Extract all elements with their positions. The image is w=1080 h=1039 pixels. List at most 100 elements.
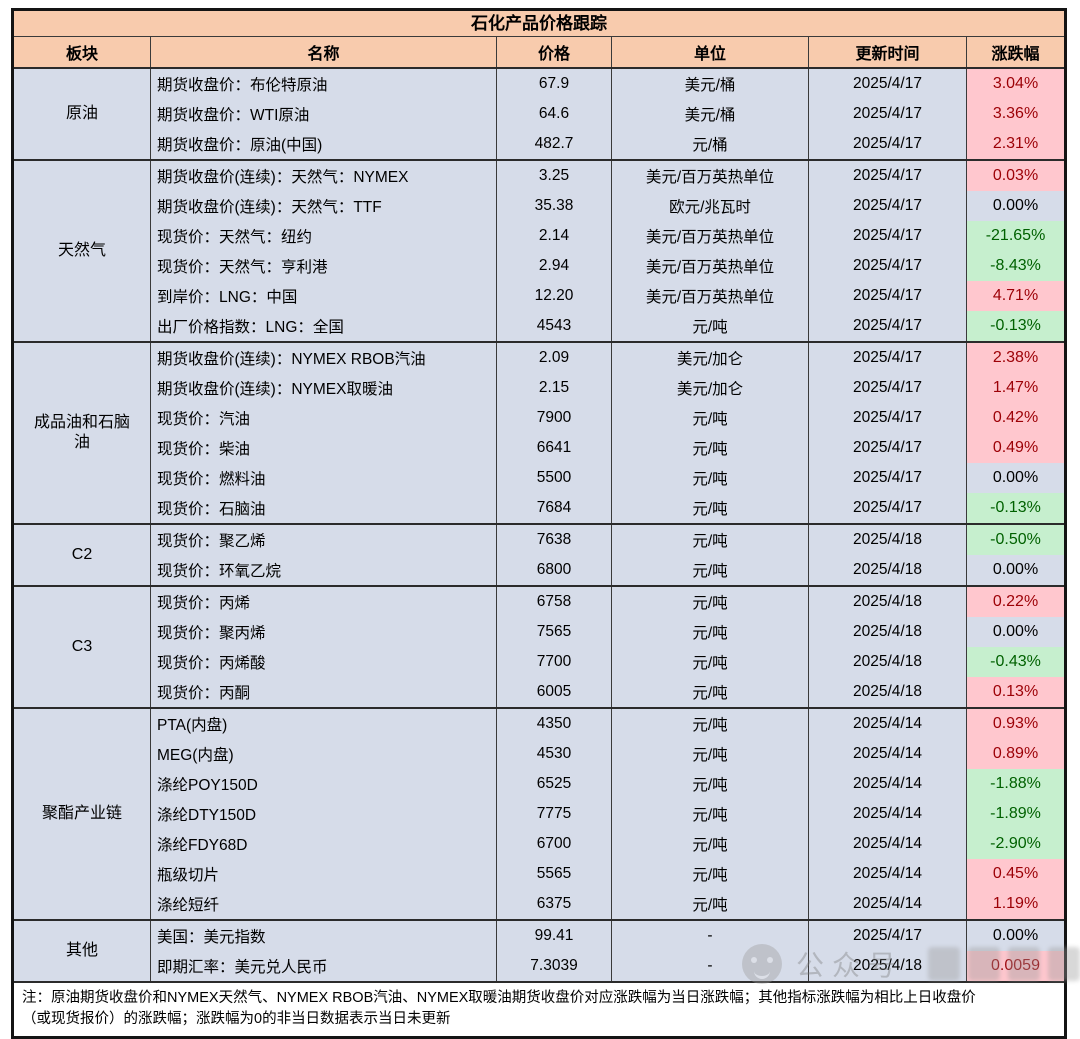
- name-cell: 期货收盘价：原油(中国): [157, 137, 323, 154]
- sector-cell: 聚酯产业链: [14, 709, 151, 919]
- footnote: 注：原油期货收盘价和NYMEX天然气、NYMEX RBOB汽油、NYMEX取暖油…: [14, 983, 1064, 1036]
- table-section: C3 现货价：丙烯 6758 元/吨 2025/4/18 0.22% 现货价：聚丙烯 7565…: [14, 587, 1064, 709]
- header-change: 涨跌幅: [966, 37, 1064, 67]
- change-cell: 1.19%: [966, 889, 1064, 919]
- table-row: 现货价：天然气：纽约 2.14 美元/百万英热单位 2025/4/17 -21.65%: [151, 221, 1064, 251]
- name-cell: 期货收盘价(连续)：天然气：TTF: [157, 199, 382, 216]
- unit-cell: 元/吨: [611, 647, 808, 677]
- date-cell: 2025/4/17: [808, 281, 966, 311]
- unit-cell: 元/吨: [611, 555, 808, 585]
- change-cell: 0.42%: [966, 403, 1064, 433]
- unit-cell: 元/吨: [611, 403, 808, 433]
- table-row: 到岸价：LNG：中国 12.20 美元/百万英热单位 2025/4/17 4.71%: [151, 281, 1064, 311]
- name-cell: 现货价：燃料油: [157, 471, 266, 488]
- change-cell: 3.04%: [966, 69, 1064, 99]
- price-cell: 7.3039: [496, 951, 611, 981]
- price-cell: 6525: [496, 769, 611, 799]
- change-cell: -8.43%: [966, 251, 1064, 281]
- name-cell: 瓶级切片: [157, 867, 220, 884]
- sector-cell: 成品油和石脑油: [14, 343, 151, 523]
- table-row: PTA(内盘) 4350 元/吨 2025/4/14 0.93%: [151, 709, 1064, 739]
- price-cell: 5565: [496, 859, 611, 889]
- unit-cell: 美元/百万英热单位: [611, 161, 808, 191]
- date-cell: 2025/4/14: [808, 769, 966, 799]
- header-unit: 单位: [611, 37, 808, 67]
- table-row: 出厂价格指数：LNG：全国 4543 元/吨 2025/4/17 -0.13%: [151, 311, 1064, 341]
- unit-cell: 元/吨: [611, 493, 808, 523]
- unit-cell: 美元/加仑: [611, 343, 808, 373]
- date-cell: 2025/4/17: [808, 99, 966, 129]
- price-cell: 7900: [496, 403, 611, 433]
- name-cell: 现货价：丙酮: [157, 685, 251, 702]
- date-cell: 2025/4/18: [808, 555, 966, 585]
- change-cell: -0.13%: [966, 493, 1064, 523]
- price-cell: 7638: [496, 525, 611, 555]
- date-cell: 2025/4/18: [808, 647, 966, 677]
- change-cell: 0.22%: [966, 587, 1064, 617]
- date-cell: 2025/4/18: [808, 525, 966, 555]
- table-row: 期货收盘价：WTI原油 64.6 美元/桶 2025/4/17 3.36%: [151, 99, 1064, 129]
- change-cell: -0.43%: [966, 647, 1064, 677]
- name-cell: 现货价：聚乙烯: [157, 533, 266, 550]
- change-cell: 0.00%: [966, 463, 1064, 493]
- name-cell: PTA(内盘): [157, 717, 228, 734]
- table-row: 现货价：柴油 6641 元/吨 2025/4/17 0.49%: [151, 433, 1064, 463]
- unit-cell: 元/吨: [611, 739, 808, 769]
- table-row: 即期汇率：美元兑人民币 7.3039-2025/4/18 0.0059: [151, 951, 1064, 981]
- table-section: C2 现货价：聚乙烯 7638 元/吨 2025/4/18 -0.50% 现货价：环氧乙烷 6…: [14, 525, 1064, 587]
- name-cell: MEG(内盘): [157, 747, 234, 764]
- table-row: 涤纶短纤 6375 元/吨 2025/4/14 1.19%: [151, 889, 1064, 919]
- unit-cell: 元/吨: [611, 433, 808, 463]
- table-header: 板块 名称 价格 单位 更新时间 涨跌幅: [14, 37, 1064, 69]
- table-row: 期货收盘价：布伦特原油 67.9 美元/桶 2025/4/17 3.04%: [151, 69, 1064, 99]
- table-section: 原油 期货收盘价：布伦特原油 67.9 美元/桶 2025/4/17 3.04% 期货收盘价…: [14, 69, 1064, 161]
- change-cell: -21.65%: [966, 221, 1064, 251]
- price-cell: 35.38: [496, 191, 611, 221]
- name-cell: 涤纶FDY68D: [157, 837, 248, 854]
- table-row: 现货价：聚乙烯 7638 元/吨 2025/4/18 -0.50%: [151, 525, 1064, 555]
- name-cell: 期货收盘价(连续)：NYMEX取暖油: [157, 381, 393, 398]
- sector-label: C3: [71, 638, 93, 655]
- sector-cell: C3: [14, 587, 151, 707]
- unit-cell: -: [611, 951, 808, 981]
- table-section: 其他 美国：美元指数 99.41-2025/4/17 0.00% 即期汇率：美元兑人民币…: [14, 921, 1064, 983]
- name-cell: 美国：美元指数: [157, 929, 266, 946]
- price-cell: 3.25: [496, 161, 611, 191]
- name-cell: 期货收盘价：布伦特原油: [157, 77, 328, 94]
- change-cell: 0.00%: [966, 617, 1064, 647]
- date-cell: 2025/4/17: [808, 373, 966, 403]
- sector-label: 天然气: [57, 242, 106, 259]
- date-cell: 2025/4/17: [808, 463, 966, 493]
- sector-cell: C2: [14, 525, 151, 585]
- change-cell: -1.88%: [966, 769, 1064, 799]
- price-cell: 99.41: [496, 921, 611, 951]
- date-cell: 2025/4/14: [808, 859, 966, 889]
- header-name: 名称: [307, 46, 340, 63]
- change-cell: 1.47%: [966, 373, 1064, 403]
- date-cell: 2025/4/14: [808, 889, 966, 919]
- table-section: 聚酯产业链 PTA(内盘) 4350 元/吨 2025/4/14 0.93% MEG(内盘)…: [14, 709, 1064, 921]
- date-cell: 2025/4/14: [808, 829, 966, 859]
- change-cell: 0.49%: [966, 433, 1064, 463]
- change-cell: 4.71%: [966, 281, 1064, 311]
- table-row: 期货收盘价(连续)：天然气：TTF 35.38 欧元/兆瓦时 2025/4/17 0.0…: [151, 191, 1064, 221]
- table-row: 现货价：石脑油 7684 元/吨 2025/4/17 -0.13%: [151, 493, 1064, 523]
- name-cell: 涤纶短纤: [157, 897, 220, 914]
- table-section: 成品油和石脑油 期货收盘价(连续)：NYMEX RBOB汽油 2.09 美元/加仑 20…: [14, 343, 1064, 525]
- price-cell: 6800: [496, 555, 611, 585]
- table-row: 现货价：聚丙烯 7565 元/吨 2025/4/18 0.00%: [151, 617, 1064, 647]
- date-cell: 2025/4/17: [808, 343, 966, 373]
- name-cell: 现货价：柴油: [157, 441, 251, 458]
- unit-cell: 元/吨: [611, 769, 808, 799]
- table-section: 天然气 期货收盘价(连续)：天然气：NYMEX 3.25 美元/百万英热单位 2025/…: [14, 161, 1064, 343]
- table-row: 美国：美元指数 99.41-2025/4/17 0.00%: [151, 921, 1064, 951]
- change-cell: 2.31%: [966, 129, 1064, 159]
- name-cell: 现货价：汽油: [157, 411, 251, 428]
- table-row: 现货价：汽油 7900 元/吨 2025/4/17 0.42%: [151, 403, 1064, 433]
- name-cell: 期货收盘价(连续)：天然气：NYMEX: [157, 169, 409, 186]
- date-cell: 2025/4/17: [808, 69, 966, 99]
- price-cell: 6375: [496, 889, 611, 919]
- date-cell: 2025/4/17: [808, 433, 966, 463]
- table-row: 瓶级切片 5565 元/吨 2025/4/14 0.45%: [151, 859, 1064, 889]
